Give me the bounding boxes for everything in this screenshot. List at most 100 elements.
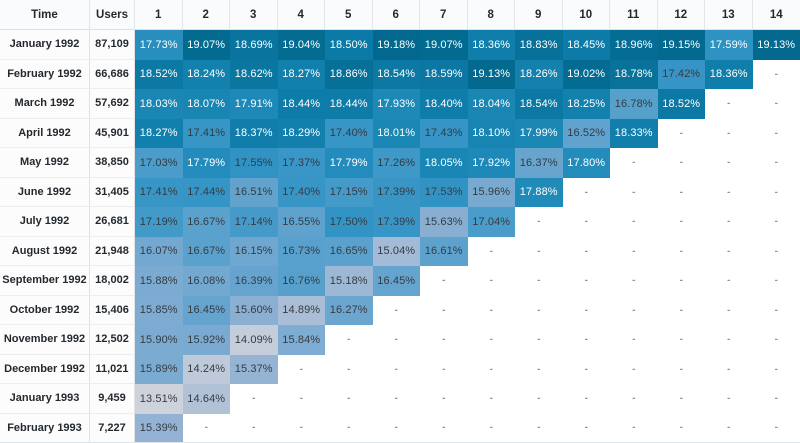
- empty-cell: -: [515, 325, 563, 355]
- empty-cell: -: [420, 413, 468, 442]
- time-cell: March 1992: [0, 89, 90, 119]
- heatmap-cell: 15.04%: [372, 236, 420, 266]
- empty-cell: -: [610, 354, 658, 384]
- empty-cell: -: [705, 354, 753, 384]
- heatmap-cell: 17.92%: [467, 148, 515, 178]
- table-row: September 1992 18,002 15.88% 16.08% 16.39% 16…: [0, 266, 800, 296]
- heatmap-cell: 17.03%: [135, 148, 183, 178]
- empty-cell: -: [657, 207, 705, 237]
- header-cell-period-6: 6: [373, 0, 420, 29]
- heatmap-cell: 19.15%: [657, 30, 705, 60]
- heatmap-cell: 17.93%: [372, 89, 420, 119]
- table-row: January 1992 87,109 17.73% 19.07% 18.69% 19.0…: [0, 30, 800, 60]
- heatmap-cell: 17.42%: [657, 59, 705, 89]
- users-cell: 87,109: [90, 30, 135, 60]
- empty-cell: -: [657, 236, 705, 266]
- heatmap-cell: 15.90%: [135, 325, 183, 355]
- empty-cell: -: [515, 413, 563, 442]
- header-cell-period-1: 1: [135, 0, 183, 29]
- users-cell: 15,406: [90, 295, 135, 325]
- heatmap-cell: 18.04%: [467, 89, 515, 119]
- empty-cell: -: [610, 207, 658, 237]
- users-cell: 11,021: [90, 354, 135, 384]
- heatmap-cell: 15.92%: [182, 325, 230, 355]
- empty-cell: -: [562, 266, 610, 296]
- empty-cell: -: [752, 177, 800, 207]
- heatmap-cell: 15.18%: [325, 266, 373, 296]
- heatmap-cell: 19.04%: [277, 30, 325, 60]
- header-cell-time: Time: [0, 0, 90, 29]
- heatmap-cell: 18.33%: [610, 118, 658, 148]
- heatmap-cell: 16.67%: [182, 207, 230, 237]
- heatmap-cell: 17.41%: [135, 177, 183, 207]
- heatmap-cell: 17.79%: [325, 148, 373, 178]
- empty-cell: -: [372, 413, 420, 442]
- time-cell: July 1992: [0, 207, 90, 237]
- empty-cell: -: [562, 384, 610, 414]
- heatmap-cell: 17.41%: [182, 118, 230, 148]
- empty-cell: -: [752, 207, 800, 237]
- heatmap-cell: 19.02%: [562, 59, 610, 89]
- heatmap-cell: 18.78%: [610, 59, 658, 89]
- heatmap-cell: 18.50%: [325, 30, 373, 60]
- empty-cell: -: [515, 354, 563, 384]
- heatmap-cell: 17.50%: [325, 207, 373, 237]
- heatmap-cell: 18.83%: [515, 30, 563, 60]
- empty-cell: -: [420, 295, 468, 325]
- header-cell-period-9: 9: [515, 0, 563, 29]
- empty-cell: -: [752, 325, 800, 355]
- empty-cell: -: [610, 148, 658, 178]
- heatmap-cell: 16.15%: [230, 236, 278, 266]
- heatmap-cell: 19.07%: [420, 30, 468, 60]
- heatmap-cell: 16.73%: [277, 236, 325, 266]
- heatmap-cell: 17.44%: [182, 177, 230, 207]
- heatmap-cell: 17.43%: [420, 118, 468, 148]
- heatmap-cell: 14.09%: [230, 325, 278, 355]
- heatmap-cell: 16.61%: [420, 236, 468, 266]
- empty-cell: -: [610, 295, 658, 325]
- header-cell-period-5: 5: [325, 0, 373, 29]
- empty-cell: -: [705, 413, 753, 442]
- empty-cell: -: [610, 384, 658, 414]
- time-cell: February 1992: [0, 59, 90, 89]
- heatmap-cell: 17.15%: [325, 177, 373, 207]
- empty-cell: -: [657, 325, 705, 355]
- empty-cell: -: [372, 384, 420, 414]
- empty-cell: -: [277, 384, 325, 414]
- users-cell: 7,227: [90, 413, 135, 442]
- heatmap-cell: 16.39%: [230, 266, 278, 296]
- heatmap-cell: 18.25%: [562, 89, 610, 119]
- table-row: October 1992 15,406 15.85% 16.45% 15.60% 14.8…: [0, 295, 800, 325]
- empty-cell: -: [562, 177, 610, 207]
- empty-cell: -: [752, 59, 800, 89]
- users-cell: 45,901: [90, 118, 135, 148]
- empty-cell: -: [277, 354, 325, 384]
- heatmap-cell: 14.64%: [182, 384, 230, 414]
- empty-cell: -: [752, 236, 800, 266]
- heatmap-cell: 18.10%: [467, 118, 515, 148]
- heatmap-cell: 17.99%: [515, 118, 563, 148]
- heatmap-cell: 18.52%: [657, 89, 705, 119]
- heatmap-cell: 18.45%: [562, 30, 610, 60]
- empty-cell: -: [752, 413, 800, 442]
- empty-cell: -: [325, 354, 373, 384]
- header-cell-period-3: 3: [230, 0, 278, 29]
- empty-cell: -: [420, 325, 468, 355]
- heatmap-cell: 18.40%: [420, 89, 468, 119]
- table-row: November 1992 12,502 15.90% 15.92% 14.09% 15.…: [0, 325, 800, 355]
- heatmap-cell: 18.24%: [182, 59, 230, 89]
- heatmap-cell: 17.73%: [135, 30, 183, 60]
- heatmap-cell: 17.04%: [467, 207, 515, 237]
- empty-cell: -: [657, 148, 705, 178]
- table-row: January 1993 9,459 13.51% 14.64% - - - - - - - - - - -…: [0, 384, 800, 414]
- users-cell: 31,405: [90, 177, 135, 207]
- empty-cell: -: [325, 413, 373, 442]
- heatmap-cell: 16.52%: [562, 118, 610, 148]
- empty-cell: -: [705, 207, 753, 237]
- empty-cell: -: [325, 325, 373, 355]
- empty-cell: -: [752, 118, 800, 148]
- empty-cell: -: [515, 295, 563, 325]
- empty-cell: -: [467, 413, 515, 442]
- heatmap-cell: 18.44%: [325, 89, 373, 119]
- heatmap-cell: 17.88%: [515, 177, 563, 207]
